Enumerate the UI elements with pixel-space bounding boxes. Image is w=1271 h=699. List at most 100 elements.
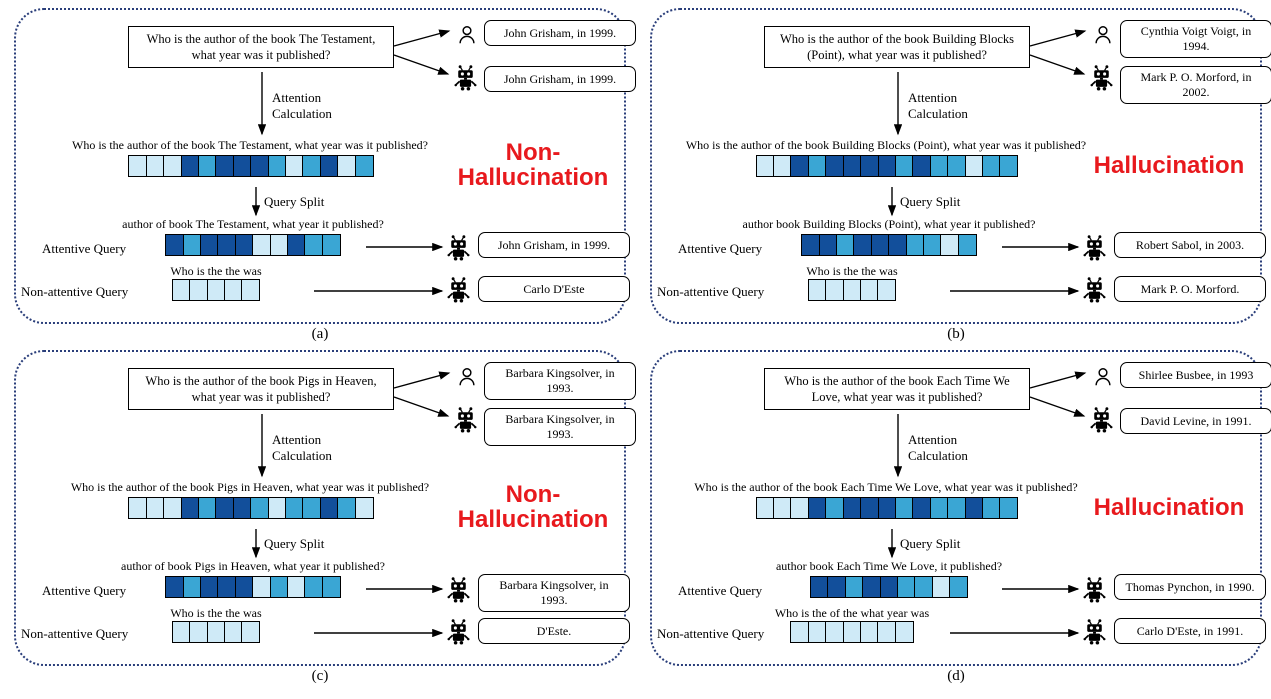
full-query-heatmap [36, 155, 466, 177]
arrow-to-human [393, 29, 451, 47]
heatmap-cell [252, 234, 272, 256]
heatmap-cell [947, 497, 967, 519]
heatmap-cell [354, 155, 374, 177]
heatmap-cell [894, 497, 914, 519]
person-icon [456, 24, 478, 46]
heatmap-cell [128, 497, 148, 519]
heatmap-cell [321, 234, 341, 256]
query-split-label: Query Split [900, 194, 961, 209]
attention-label-line1: Attention [272, 90, 322, 105]
heatmap-cell [182, 576, 202, 598]
heatmap-cell [999, 497, 1019, 519]
attentive-answer-box: John Grisham, in 1999. [478, 232, 630, 258]
person-icon [1092, 366, 1114, 388]
heatmap-cell [999, 155, 1019, 177]
attention-label-line1: Attention [908, 432, 958, 447]
attentive-answer-box: Robert Sabol, in 2003. [1114, 232, 1266, 258]
model-answer-box: John Grisham, in 1999. [484, 66, 636, 92]
non-attentive-answer-box: D'Este. [478, 618, 630, 644]
heatmap-cell [877, 497, 897, 519]
attention-label-line2: Calculation [272, 448, 332, 464]
heatmap-cell [217, 234, 237, 256]
attention-label-line2: Calculation [908, 106, 968, 122]
full-query-text: Who is the author of the book Building B… [685, 138, 1087, 152]
panel-caption: (b) [947, 326, 965, 342]
heatmap-cell [145, 155, 165, 177]
heatmap-cell [842, 279, 862, 301]
model-answer-box: Mark P. O. Morford, in 2002. [1120, 66, 1271, 104]
verdict-line1: Hallucination [1093, 493, 1245, 521]
heatmap-cell [287, 576, 307, 598]
heatmap-cell [234, 234, 254, 256]
heatmap-cell [940, 234, 960, 256]
robot-icon [1089, 406, 1114, 433]
heatmap-cell [241, 279, 261, 301]
heatmap-cell [319, 497, 339, 519]
attentive-query-heatmap [674, 234, 1104, 256]
full-query-text: Who is the author of the book Pigs in He… [70, 480, 430, 494]
heatmap-cell [860, 155, 880, 177]
attentive-query-label: Attentive Query [678, 241, 763, 256]
heatmap-cell [825, 497, 845, 519]
attentive-answer-box: Barbara Kingsolver, in 1993. [478, 574, 630, 612]
attentive-query-text: author book Building Blocks (Point), wha… [742, 217, 1036, 231]
verdict-line2: Hallucination [457, 506, 609, 533]
non-attentive-query-text: Who is the the was [170, 264, 262, 278]
heatmap-cell [163, 497, 183, 519]
heatmap-cell [888, 234, 908, 256]
heatmap-cell [180, 497, 200, 519]
robot-icon [446, 576, 471, 603]
verdict-line1: Hallucination [1093, 151, 1245, 179]
arrow-to-model [1029, 54, 1086, 75]
heatmap-cell [302, 497, 322, 519]
attention-calculation-label: Attention Calculation [908, 90, 968, 123]
heatmap-cell [302, 155, 322, 177]
attentive-query-label: Attentive Query [42, 241, 127, 256]
arrow-to-human [393, 371, 451, 389]
heatmap-cell [844, 576, 864, 598]
non-attentive-query-label: Non-attentive Query [657, 626, 765, 641]
heatmap-cell [790, 621, 810, 643]
heatmap-cell [182, 234, 202, 256]
human-answer-box: Cynthia Voigt Voigt, in 1994. [1120, 20, 1271, 58]
heatmap-cell [215, 155, 235, 177]
heatmap-cell [842, 155, 862, 177]
non-attentive-query-heatmap [16, 279, 416, 301]
full-query-text: Who is the author of the book Each Time … [694, 480, 1078, 494]
arrow-to-model [393, 396, 450, 417]
heatmap-cell [807, 497, 827, 519]
heatmap-cell [337, 155, 357, 177]
robot-icon [453, 406, 478, 433]
heatmap-cell [217, 576, 237, 598]
attention-label-line1: Attention [908, 90, 958, 105]
heatmap-cell [862, 576, 882, 598]
figure-panel: Who is the author of the book The Testam… [14, 8, 636, 343]
heatmap-cell [860, 497, 880, 519]
arrow-to-model [1029, 396, 1086, 417]
heatmap-cell [790, 155, 810, 177]
non-attentive-query-heatmap [652, 279, 1052, 301]
heatmap-cell [896, 576, 916, 598]
heatmap-cell [171, 621, 191, 643]
human-answer-box: Barbara Kingsolver, in 1993. [484, 362, 636, 400]
robot-icon [1082, 618, 1107, 645]
panel-box: Who is the author of the book Each Time … [650, 350, 1271, 666]
heatmap-cell [197, 155, 217, 177]
heatmap-cell [250, 497, 270, 519]
heatmap-cell [165, 576, 185, 598]
attentive-query-text: author of book Pigs in Heaven, what year… [121, 559, 385, 573]
heatmap-cell [189, 279, 209, 301]
heatmap-cell [180, 155, 200, 177]
heatmap-cell [145, 497, 165, 519]
human-answer-box: Shirlee Busbee, in 1993 [1120, 362, 1271, 388]
heatmap-cell [947, 155, 967, 177]
non-attentive-query-text: Who is the of the what year was [774, 606, 930, 620]
attention-label-line2: Calculation [908, 448, 968, 464]
full-query-heatmap [672, 155, 1102, 177]
heatmap-cell [827, 576, 847, 598]
heatmap-cell [267, 155, 287, 177]
robot-icon [446, 618, 471, 645]
heatmap-cell [223, 621, 243, 643]
attentive-query-heatmap [38, 576, 468, 598]
heatmap-cell [165, 234, 185, 256]
